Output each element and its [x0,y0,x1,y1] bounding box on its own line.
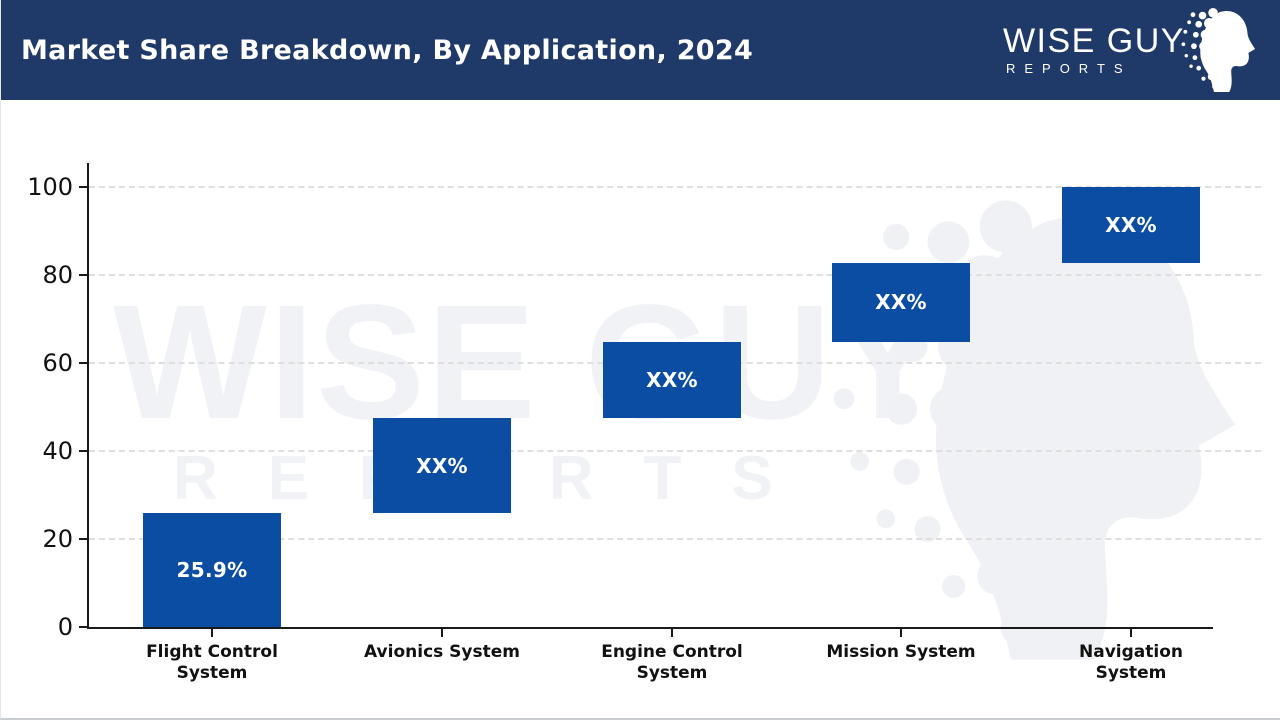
y-tick-mark [79,538,87,540]
logo-head-icon [1181,7,1256,93]
x-category-label: Avionics System [364,642,520,662]
x-category-label: Mission System [826,642,976,662]
y-tick-label: 0 [57,613,73,641]
y-tick-mark [79,450,87,452]
bar-value-label: XX% [875,290,927,315]
y-tick-label: 40 [42,437,73,465]
y-tick-mark [79,274,87,276]
bar-segment: 25.9% [143,513,281,627]
y-tick-label: 20 [42,525,73,553]
x-axis-line [87,627,1213,629]
watermark-head-icon [833,200,1236,660]
watermark-wordmark-line1: WISE GUY [113,270,945,453]
x-category-label: Navigation System [1079,642,1183,684]
y-tick-label: 60 [42,349,73,377]
x-tick-mark [671,629,673,637]
bar-segment: XX% [1062,187,1200,264]
y-tick-mark [79,186,87,188]
bar-value-label: XX% [416,453,468,478]
bar-segment: XX% [603,341,741,418]
logo-wordmark: WISE GUY REPORTS [1003,24,1185,76]
bar-value-label: XX% [1105,213,1157,238]
x-tick-mark [900,629,902,637]
y-axis-line [87,163,89,629]
y-tick-label: 80 [42,261,73,289]
gridline [89,186,1261,188]
wiseguy-logo: WISE GUY REPORTS [1003,6,1257,94]
bar-segment: XX% [832,263,970,342]
y-tick-label: 100 [27,173,73,201]
bar-value-label: XX% [646,367,698,392]
x-tick-mark [211,629,213,637]
x-category-label: Engine Control System [601,642,743,684]
x-tick-mark [1130,629,1132,637]
chart-title: Market Share Breakdown, By Application, … [21,34,754,66]
x-category-label: Flight Control System [146,642,278,684]
header-bar: Market Share Breakdown, By Application, … [1,0,1280,100]
gridline [89,274,1261,276]
y-tick-mark [79,362,87,364]
x-tick-mark [441,629,443,637]
y-tick-mark [79,626,87,628]
bar-value-label: 25.9% [176,558,248,582]
chart-area: WISE GUY REPORTS 02040608010025.9%Flight… [1,100,1280,718]
logo-wordmark-line1: WISE GUY [1002,22,1185,60]
gridline [89,450,1261,452]
logo-wordmark-line2: REPORTS [1005,61,1132,76]
gridline [89,538,1261,540]
bar-segment: XX% [373,418,511,514]
